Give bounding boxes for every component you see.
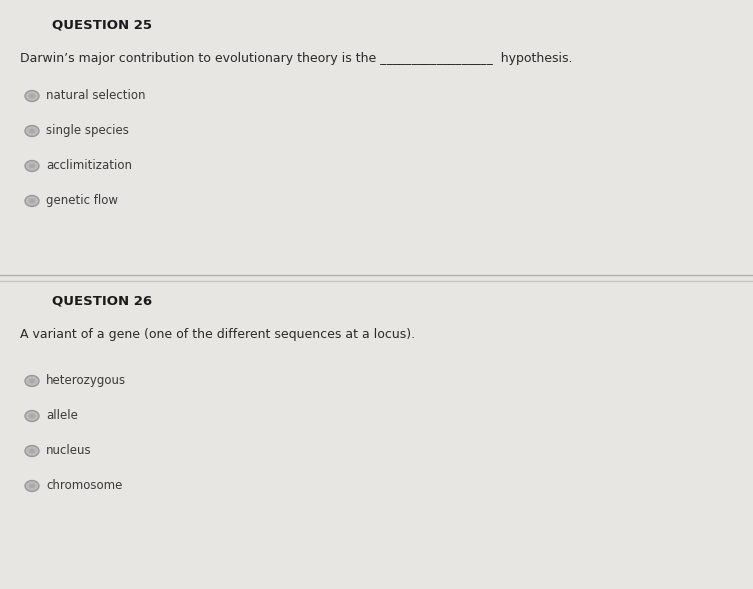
Text: heterozygous: heterozygous bbox=[46, 374, 126, 387]
Text: QUESTION 26: QUESTION 26 bbox=[52, 294, 152, 307]
Text: genetic flow: genetic flow bbox=[46, 194, 118, 207]
Text: nucleus: nucleus bbox=[46, 444, 92, 457]
Text: A variant of a gene (one of the different sequences at a locus).: A variant of a gene (one of the differen… bbox=[20, 328, 415, 341]
Text: Darwin’s major contribution to evolutionary theory is the __________________  hy: Darwin’s major contribution to evolution… bbox=[20, 52, 572, 65]
Text: chromosome: chromosome bbox=[46, 479, 123, 492]
Text: allele: allele bbox=[46, 409, 78, 422]
Text: natural selection: natural selection bbox=[46, 89, 145, 102]
Text: QUESTION 25: QUESTION 25 bbox=[52, 18, 152, 31]
Text: single species: single species bbox=[46, 124, 129, 137]
Text: acclimitization: acclimitization bbox=[46, 159, 132, 172]
